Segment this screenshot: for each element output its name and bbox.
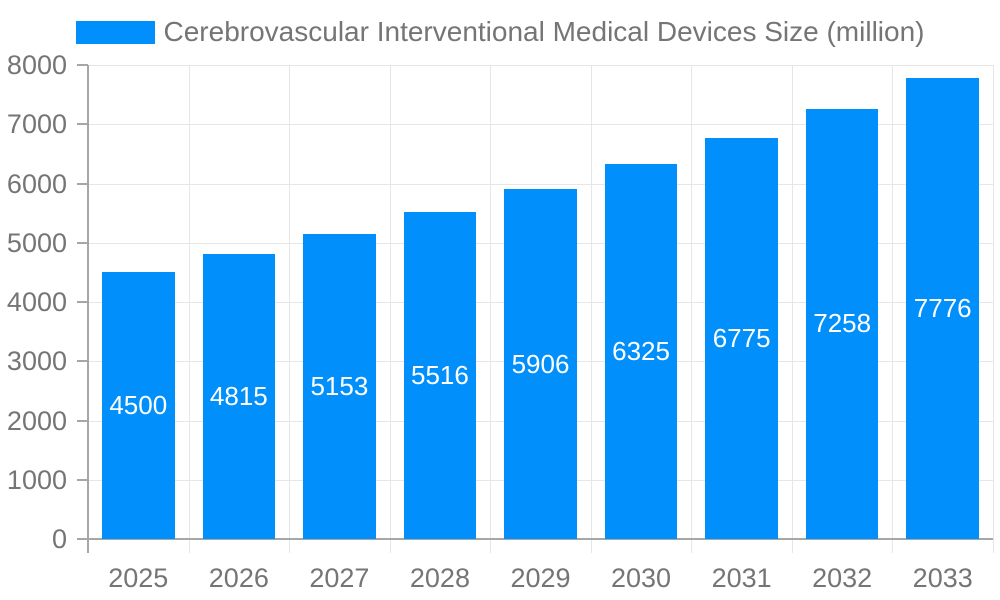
y-axis-line	[87, 65, 89, 553]
bar: 7258	[805, 108, 879, 539]
bar: 6775	[705, 137, 778, 539]
x-axis-label: 2031	[711, 563, 772, 593]
x-gridline	[289, 65, 291, 553]
bar-value-label: 7258	[813, 308, 872, 339]
bar: 5906	[504, 189, 577, 539]
bar: 7776	[906, 78, 979, 539]
x-axis-line	[88, 538, 993, 540]
y-axis-label: 0	[51, 524, 67, 554]
x-axis-label: 2028	[409, 563, 470, 593]
bar-value-label: 7776	[913, 293, 972, 324]
y-axis-label: 8000	[6, 50, 67, 80]
y-axis-tick	[77, 360, 88, 363]
legend-item[interactable]: Cerebrovascular Interventional Medical D…	[0, 16, 1000, 48]
y-axis-label: 2000	[6, 405, 67, 436]
y-axis-label: 1000	[6, 464, 67, 495]
y-axis-tick	[77, 64, 88, 66]
y-axis-tick	[77, 241, 88, 244]
legend-swatch	[75, 20, 155, 44]
bar: 4500	[102, 272, 175, 539]
x-axis-label: 2025	[108, 563, 169, 593]
y-axis-tick	[77, 123, 88, 126]
x-gridline	[892, 65, 894, 553]
bar-value-label: 4500	[109, 390, 168, 421]
x-axis-label: 2030	[611, 563, 672, 593]
x-axis-label: 2029	[510, 563, 571, 593]
y-gridline	[88, 65, 993, 66]
bar-value-label: 4815	[209, 380, 268, 411]
y-axis-tick	[77, 538, 88, 540]
x-axis-label: 2033	[912, 563, 973, 593]
x-gridline	[791, 65, 793, 553]
bar-value-label: 5906	[511, 348, 570, 379]
y-axis-label: 5000	[6, 227, 67, 258]
y-axis-label: 6000	[6, 168, 67, 199]
x-gridline	[490, 65, 492, 553]
y-axis-label: 4000	[6, 287, 67, 317]
x-axis-label: 2032	[812, 563, 873, 593]
bar: 5516	[403, 212, 477, 539]
y-axis-tick	[77, 182, 88, 185]
bar-value-label: 5516	[411, 360, 469, 391]
x-gridline	[590, 65, 592, 553]
bar: 4815	[202, 253, 276, 539]
x-gridline	[691, 65, 693, 553]
y-axis-tick	[77, 301, 88, 303]
x-axis-label: 2027	[309, 563, 370, 593]
legend-label: Cerebrovascular Interventional Medical D…	[163, 16, 925, 47]
bar-value-label: 5153	[310, 370, 369, 401]
y-gridline	[88, 124, 993, 126]
x-gridline	[993, 65, 994, 553]
y-axis-label: 7000	[6, 109, 67, 140]
y-gridline	[88, 183, 993, 185]
bar-value-label: 6775	[712, 322, 771, 353]
x-axis-label: 2026	[208, 563, 269, 593]
x-gridline	[389, 65, 391, 553]
bar: 6325	[604, 164, 678, 539]
bar: 5153	[303, 233, 376, 539]
bar-value-label: 6325	[612, 336, 670, 367]
y-axis-tick	[77, 419, 88, 422]
y-axis-label: 3000	[6, 346, 67, 377]
x-gridline	[188, 65, 190, 553]
y-axis-tick	[77, 478, 88, 481]
